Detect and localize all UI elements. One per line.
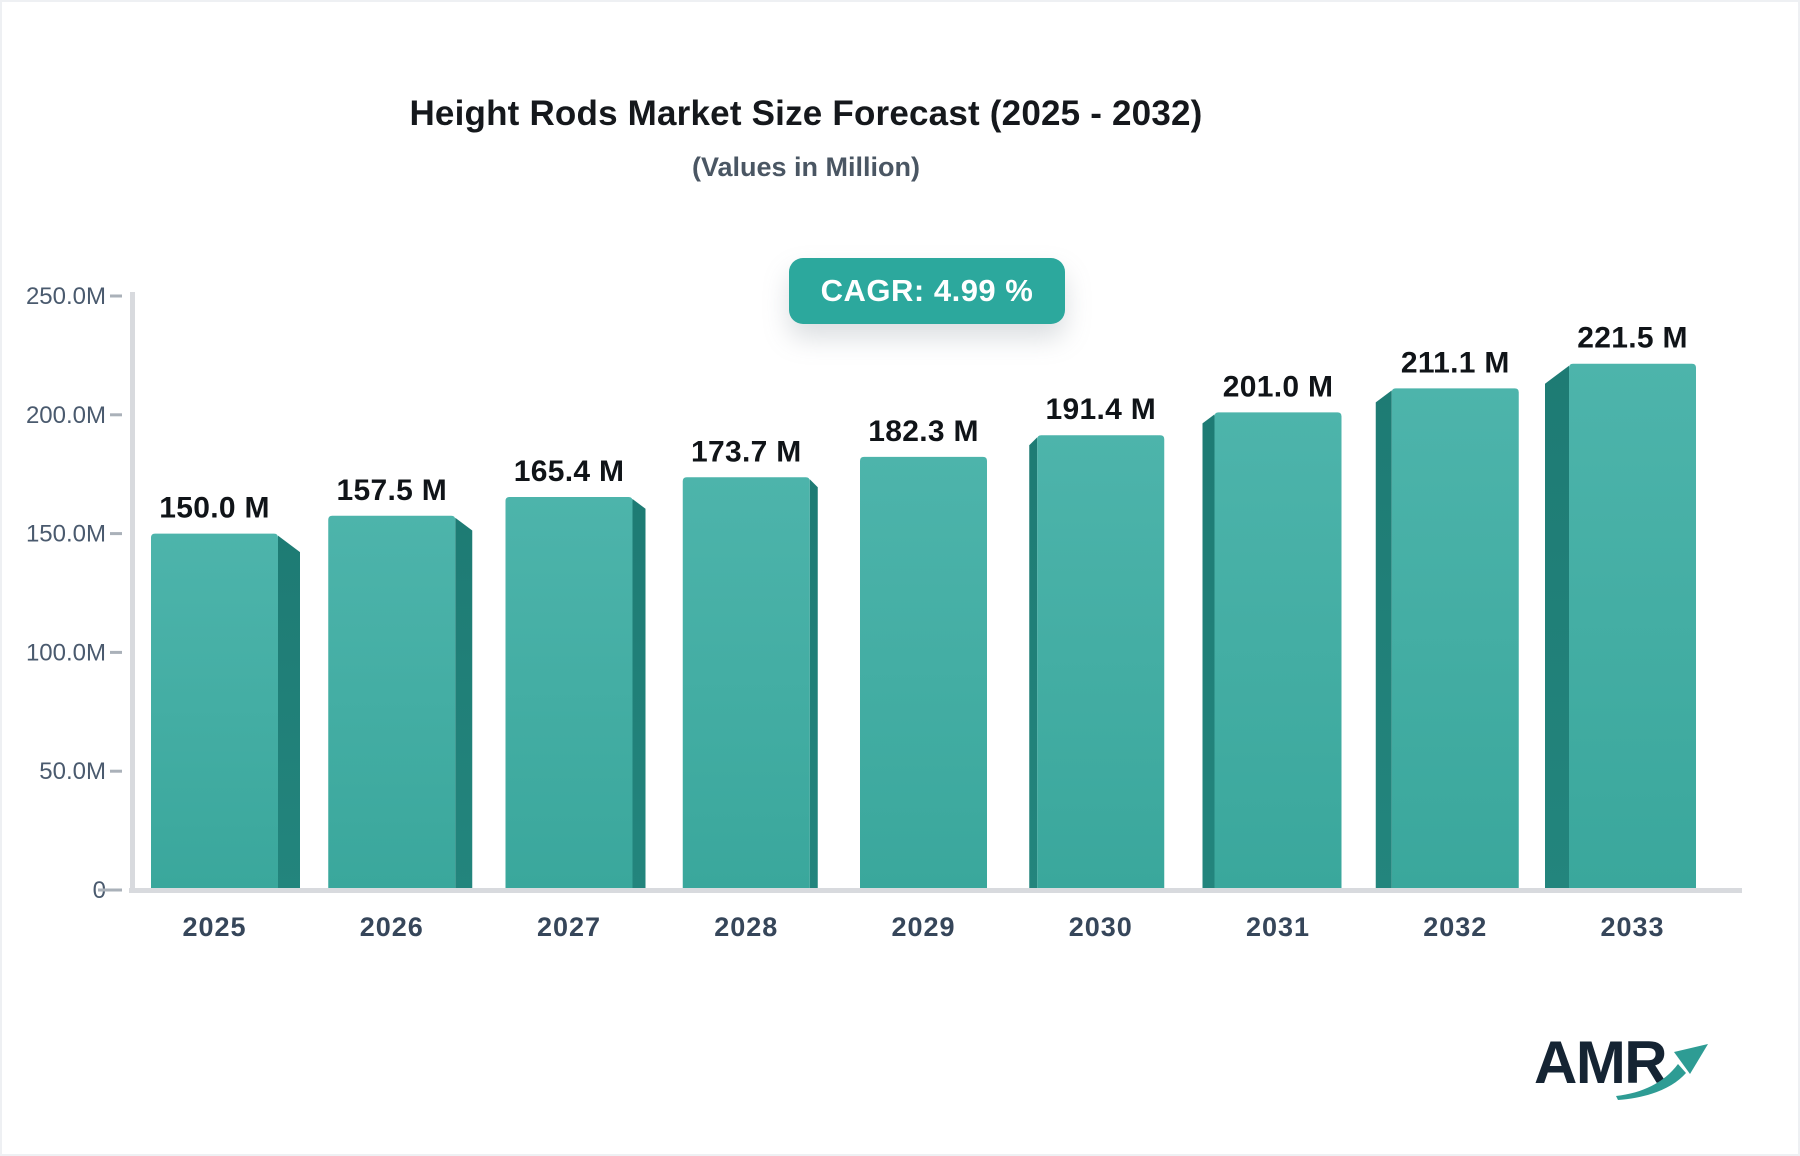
x-tick-label: 2029 (891, 912, 955, 942)
y-tick-mark (98, 888, 122, 892)
cagr-badge-label: CAGR: 4.99 % (820, 273, 1034, 308)
bar-value-label: 221.5 M (1577, 322, 1688, 355)
x-tick-label: 2030 (1069, 912, 1133, 942)
bar-2032 (1391, 388, 1519, 890)
bar-2028 (682, 477, 810, 890)
y-tick-label: 150.0M (26, 521, 106, 548)
y-tick-mark (110, 650, 122, 654)
bar-2026 (328, 515, 456, 890)
x-tick-label: 2027 (537, 912, 601, 942)
bar-value-label: 173.7 M (691, 435, 802, 468)
x-tick-label: 2026 (360, 912, 424, 942)
x-tick-label: 2028 (714, 912, 778, 942)
x-tick-label: 2025 (182, 912, 246, 942)
bar-value-label: 191.4 M (1046, 393, 1157, 426)
bar-2025 (151, 533, 278, 890)
bar-value-label: 182.3 M (868, 415, 979, 448)
bar-2031 (1214, 412, 1342, 890)
bar-side-face (1029, 437, 1038, 890)
amr-logo-text: AMR (1534, 1029, 1668, 1096)
y-tick-mark (110, 413, 122, 417)
bar-2027 (505, 497, 633, 890)
x-tick-label: 2032 (1423, 912, 1487, 942)
cagr-badge: CAGR: 4.99 % (789, 258, 1065, 324)
y-tick-label: 200.0M (26, 402, 106, 429)
bar-2030 (1037, 435, 1165, 890)
bar-value-label: 201.0 M (1223, 370, 1334, 403)
x-axis-line (129, 888, 1742, 893)
y-tick-mark (110, 769, 122, 773)
amr-logo: AMR (1530, 1028, 1730, 1114)
chart-subtitle: (Values in Million) (691, 152, 921, 182)
bar-value-label: 165.4 M (514, 455, 625, 488)
y-tick-mark (110, 294, 122, 298)
y-tick-mark (110, 532, 122, 536)
x-tick-label: 2031 (1246, 912, 1310, 942)
bar-side-face (455, 517, 473, 890)
bar-side-face (1375, 390, 1392, 890)
bar-value-label: 211.1 M (1401, 346, 1510, 379)
bar-side-face (809, 479, 818, 890)
bar-side-face (1545, 365, 1569, 890)
bar-side-face (632, 499, 646, 890)
x-tick-label: 2033 (1600, 912, 1664, 942)
y-tick-label: 250.0M (26, 283, 106, 310)
bar-value-label: 150.0 M (159, 492, 270, 525)
y-tick-label: 50.0M (39, 758, 106, 785)
growth-arrow-icon (1616, 1044, 1708, 1100)
y-tick-label: 100.0M (26, 639, 106, 666)
chart-title: Height Rods Market Size Forecast (2025 -… (409, 94, 1203, 133)
bar-2033 (1569, 363, 1696, 890)
bar-side-face (1202, 414, 1215, 890)
bar-side-face (278, 535, 300, 890)
bar-2029 (860, 456, 987, 890)
y-axis-line (130, 292, 135, 893)
bar-value-label: 157.5 M (337, 474, 448, 507)
